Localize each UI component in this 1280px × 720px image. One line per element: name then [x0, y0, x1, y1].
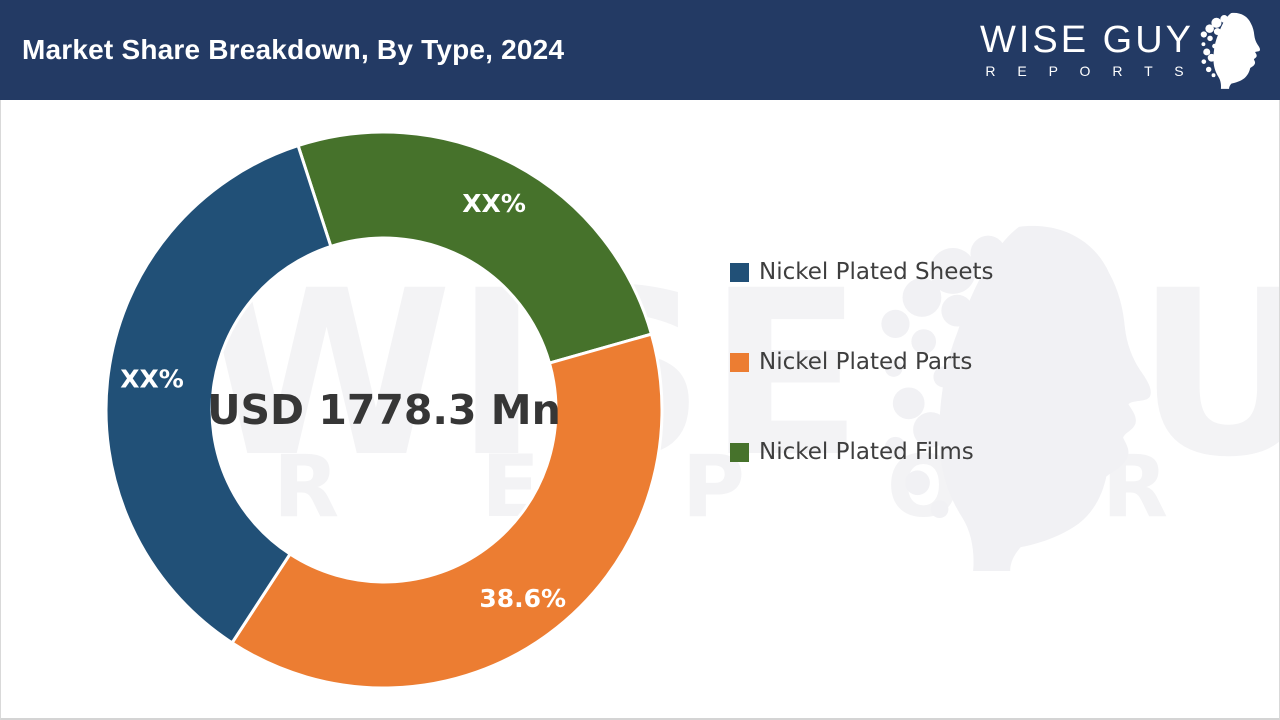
slice-label: XX% [462, 189, 526, 218]
slice-label: XX% [120, 365, 184, 394]
legend-swatch-blue [730, 262, 749, 282]
legend-item-nickel-plated-parts: Nickel Plated Parts [730, 348, 994, 376]
logo-subtext: R E P O R T S [985, 63, 1193, 79]
donut-center-label: USD 1778.3 Mn [207, 386, 561, 434]
donut-chart: XX% 38.6% XX% USD 1778.3 Mn [104, 130, 664, 690]
legend-label: Nickel Plated Films [759, 439, 974, 465]
logo-wordmark: WISE GUY [979, 19, 1194, 61]
header-bar: Market Share Breakdown, By Type, 2024 WI… [0, 0, 1280, 100]
legend-swatch-green [730, 442, 749, 462]
donut-slice-nickel-plated-films [296, 130, 653, 365]
wiseguy-logo: WISE GUY R E P O R T S [980, 11, 1280, 89]
legend-item-nickel-plated-sheets: Nickel Plated Sheets [730, 258, 994, 286]
page-title: Market Share Breakdown, By Type, 2024 [22, 34, 565, 65]
donut-slice-nickel-plated-sheets [104, 144, 333, 645]
donut-slice-nickel-plated-parts [230, 332, 664, 690]
legend-swatch-orange [730, 352, 749, 372]
legend-label: Nickel Plated Parts [759, 349, 973, 375]
legend: Nickel Plated Sheets Nickel Plated Parts… [730, 258, 994, 466]
chart-area: WISE GUY R E P O R T S XX%38.6%XX%USD 17… [0, 100, 1280, 720]
slice-label: 38.6% [479, 584, 566, 613]
legend-label: Nickel Plated Sheets [759, 259, 994, 285]
logo-face-icon [1200, 12, 1260, 89]
watermark-face-icon [881, 225, 1151, 571]
legend-item-nickel-plated-films: Nickel Plated Films [730, 438, 994, 466]
